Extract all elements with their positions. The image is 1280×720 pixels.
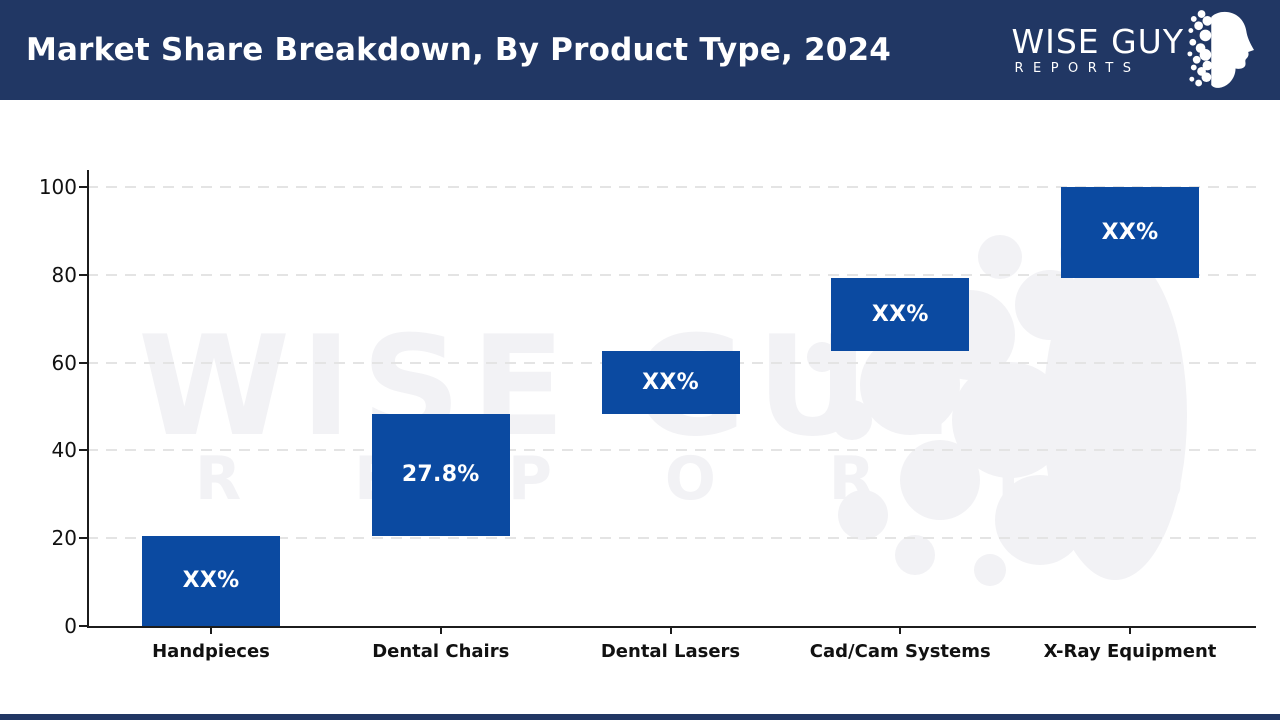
x-category-label: Dental Lasers xyxy=(600,641,741,662)
chart-title: Market Share Breakdown, By Product Type,… xyxy=(26,32,892,68)
bar-value-label: XX% xyxy=(871,302,929,328)
gridline xyxy=(87,537,1256,540)
y-axis-tick-label: 40 xyxy=(51,438,77,463)
y-axis-tick-label: 100 xyxy=(38,175,77,199)
y-axis-tick xyxy=(79,449,87,452)
bar: XX% xyxy=(831,278,970,352)
x-category-label: Dental Chairs xyxy=(372,641,510,662)
y-axis-tick-label: 20 xyxy=(51,526,77,551)
logo-head-icon xyxy=(1187,10,1254,88)
x-category-label: X-Ray Equipment xyxy=(1043,641,1217,662)
bar-value-label: XX% xyxy=(1101,220,1159,246)
x-category-label: Cad/Cam Systems xyxy=(809,641,991,662)
x-axis-tick xyxy=(210,626,212,634)
bar-value-label: 27.8% xyxy=(401,462,480,488)
watermark-head-icon xyxy=(807,235,1187,586)
y-axis-tick xyxy=(79,273,87,276)
y-axis-tick-label: 60 xyxy=(51,350,77,375)
bar: 27.8% xyxy=(371,413,510,536)
header-bar: Market Share Breakdown, By Product Type,… xyxy=(0,0,1280,100)
gridline xyxy=(87,273,1256,276)
logo-tagline-text: REPORTS xyxy=(1014,61,1141,76)
gridline xyxy=(87,186,1256,188)
x-axis-tick xyxy=(1129,626,1131,634)
x-axis-tick xyxy=(439,626,442,634)
y-axis-line xyxy=(87,170,89,628)
y-axis-tick xyxy=(79,537,87,540)
x-category-label: Handpieces xyxy=(152,641,270,662)
footer-bar xyxy=(0,714,1280,720)
bar-value-label: XX% xyxy=(182,568,240,594)
x-axis-tick xyxy=(669,626,672,634)
bar-value-label: XX% xyxy=(642,369,699,395)
logo-brand-text: WISE GUY xyxy=(1011,22,1184,61)
bar: XX% xyxy=(142,535,280,626)
y-axis-tick xyxy=(79,625,87,627)
x-axis-line xyxy=(87,626,1256,628)
y-axis-tick-label: 0 xyxy=(64,614,77,638)
bar: XX% xyxy=(1061,187,1199,279)
bar: XX% xyxy=(601,351,740,414)
gridline xyxy=(87,449,1256,452)
y-axis-tick-label: 80 xyxy=(51,262,77,287)
y-axis-tick xyxy=(79,186,87,188)
brand-logo: WISE GUY REPORTS xyxy=(1011,8,1254,92)
logo-text-block: WISE GUY REPORTS xyxy=(1011,25,1184,75)
x-axis-tick xyxy=(899,626,902,634)
y-axis-tick xyxy=(79,361,87,364)
